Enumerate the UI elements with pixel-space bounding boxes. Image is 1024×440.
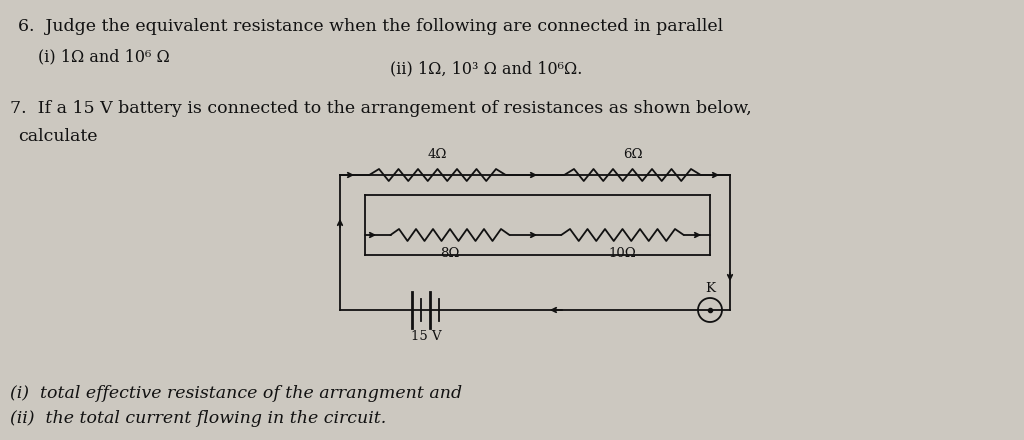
Text: (i) 1Ω and 10⁶ Ω: (i) 1Ω and 10⁶ Ω xyxy=(38,48,170,65)
Text: 10Ω: 10Ω xyxy=(608,247,636,260)
Text: (i)  total effective resistance of the arrangment and: (i) total effective resistance of the ar… xyxy=(10,385,462,402)
Text: 8Ω: 8Ω xyxy=(440,247,460,260)
Text: (ii) 1Ω, 10³ Ω and 10⁶Ω.: (ii) 1Ω, 10³ Ω and 10⁶Ω. xyxy=(390,60,583,77)
Text: (ii)  the total current flowing in the circuit.: (ii) the total current flowing in the ci… xyxy=(10,410,386,427)
Text: 6Ω: 6Ω xyxy=(623,148,642,161)
Text: calculate: calculate xyxy=(18,128,97,145)
Text: 15 V: 15 V xyxy=(411,330,441,343)
Text: 6.  Judge the equivalent resistance when the following are connected in parallel: 6. Judge the equivalent resistance when … xyxy=(18,18,723,35)
Text: 4Ω: 4Ω xyxy=(428,148,447,161)
Text: 7.  If a 15 V battery is connected to the arrangement of resistances as shown be: 7. If a 15 V battery is connected to the… xyxy=(10,100,752,117)
Text: K: K xyxy=(705,282,715,295)
